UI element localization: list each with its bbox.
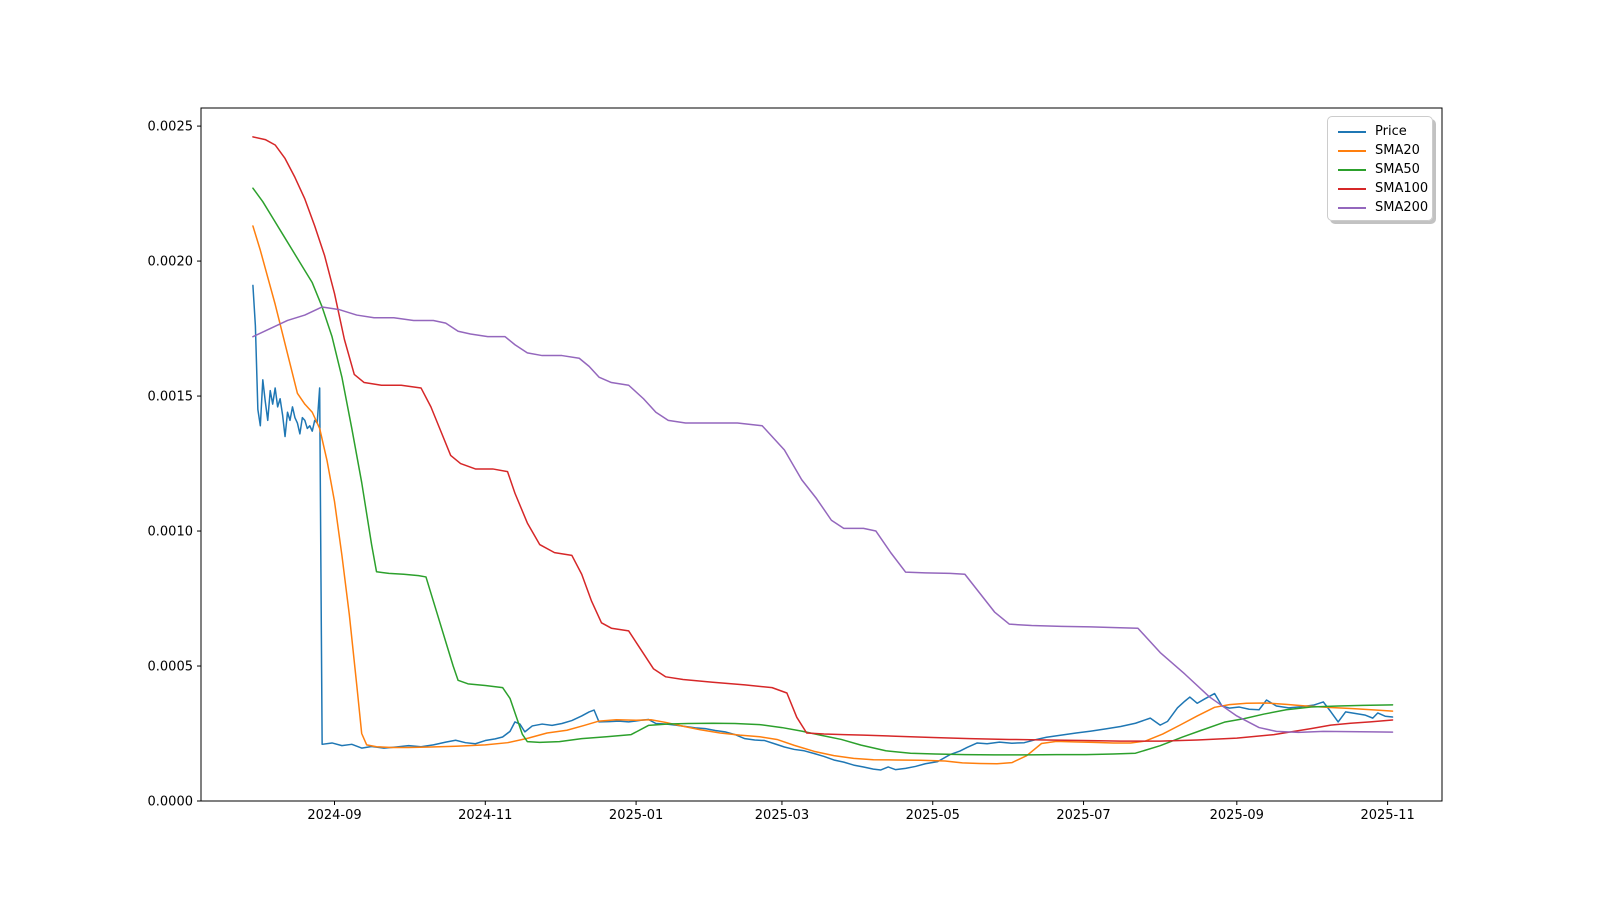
- x-tick-label: 2025-03: [755, 808, 809, 823]
- x-tick-label: 2024-09: [307, 808, 361, 823]
- legend-item-price: Price: [1338, 122, 1424, 141]
- legend-item-sma20: SMA20: [1338, 141, 1424, 160]
- y-tick-label: 0.0000: [148, 795, 194, 810]
- legend-line-icon: [1338, 168, 1366, 171]
- legend-label: SMA100: [1375, 181, 1429, 196]
- y-tick-label: 0.0005: [148, 660, 194, 675]
- series-line-sma200: [252, 306, 1394, 734]
- plot-frame: [200, 107, 1443, 802]
- legend: Price SMA20 SMA50 SMA100 SMA200: [1327, 116, 1433, 221]
- legend-line-icon: [1338, 149, 1366, 152]
- x-tick-label: 2024-11: [458, 808, 512, 823]
- series-line-sma20: [252, 225, 1394, 765]
- legend-label: SMA200: [1375, 200, 1429, 215]
- y-tick-label: 0.0025: [148, 120, 194, 135]
- legend-item-sma200: SMA200: [1338, 198, 1428, 217]
- legend-line-icon: [1338, 187, 1366, 190]
- legend-label: SMA20: [1375, 143, 1420, 158]
- x-tick-label: 2025-11: [1360, 808, 1414, 823]
- series-line-sma100: [252, 136, 1394, 742]
- legend-label: SMA50: [1375, 162, 1420, 177]
- x-tick-label: 2025-09: [1210, 808, 1264, 823]
- x-tick-label: 2025-07: [1056, 808, 1110, 823]
- legend-label: Price: [1375, 124, 1407, 139]
- legend-item-sma100: SMA100: [1338, 179, 1428, 198]
- legend-line-icon: [1338, 206, 1366, 209]
- y-tick-label: 0.0010: [148, 525, 194, 540]
- y-tick-label: 0.0020: [148, 255, 194, 270]
- x-tick-label: 2025-01: [609, 808, 663, 823]
- x-tick-label: 2025-05: [906, 808, 960, 823]
- legend-line-icon: [1338, 130, 1366, 133]
- series-line-sma50: [252, 187, 1394, 756]
- legend-item-sma50: SMA50: [1338, 160, 1424, 179]
- series-line-price: [252, 284, 1394, 771]
- y-tick-label: 0.0015: [148, 390, 194, 405]
